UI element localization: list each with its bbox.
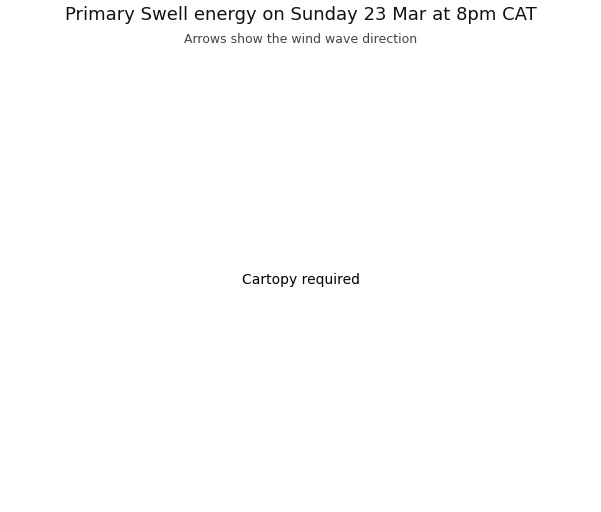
Text: Arrows show the wind wave direction: Arrows show the wind wave direction — [184, 33, 417, 47]
Text: Cartopy required: Cartopy required — [242, 273, 359, 287]
Text: Primary Swell energy on Sunday 23 Mar at 8pm CAT: Primary Swell energy on Sunday 23 Mar at… — [65, 6, 536, 24]
